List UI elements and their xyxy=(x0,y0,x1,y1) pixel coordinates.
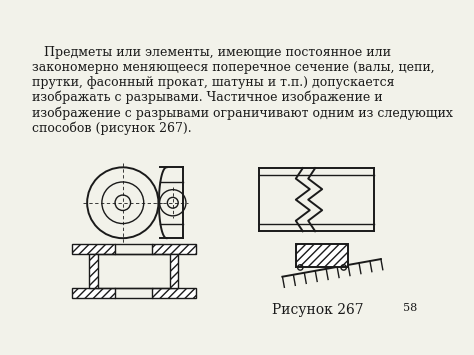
Text: 58: 58 xyxy=(403,303,417,313)
Polygon shape xyxy=(152,244,196,254)
Polygon shape xyxy=(89,254,98,288)
Polygon shape xyxy=(72,244,115,254)
Polygon shape xyxy=(72,288,115,298)
Polygon shape xyxy=(296,244,348,267)
Polygon shape xyxy=(170,254,178,288)
Text: Предметы или элементы, имеющие постоянное или
закономерно меняющееся поперечное : Предметы или элементы, имеющие постоянно… xyxy=(33,46,453,136)
Text: Рисунок 267: Рисунок 267 xyxy=(273,303,364,317)
Polygon shape xyxy=(152,288,196,298)
